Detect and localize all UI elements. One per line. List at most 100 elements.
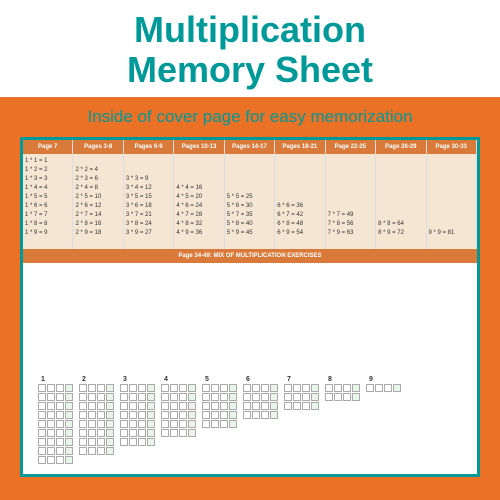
multiplication-fact: 2 * 2 = 4 <box>75 166 120 175</box>
grid-box <box>38 402 46 410</box>
grid-box <box>97 384 105 392</box>
column-body: 8 * 8 = 648 * 9 = 72 <box>376 154 425 249</box>
multiplication-fact: 3 * 5 = 15 <box>126 193 171 202</box>
grid-box <box>79 429 87 437</box>
grid-box <box>97 447 105 455</box>
staircase-label: 8 <box>325 376 335 383</box>
grid-staircase: 123456789 <box>38 376 462 464</box>
grid-box <box>120 402 128 410</box>
box-group <box>120 393 155 401</box>
multiplication-fact <box>176 166 221 175</box>
multiplication-fact: 6 * 9 = 54 <box>277 229 322 238</box>
column-body: 2 * 2 = 42 * 3 = 62 * 4 = 82 * 5 = 102 *… <box>73 154 122 249</box>
staircase-column: 2 <box>79 376 117 455</box>
grid-box <box>147 384 155 392</box>
box-group <box>38 384 73 392</box>
staircase-column: 4 <box>161 376 199 437</box>
multiplication-fact: 1 * 4 = 4 <box>25 184 70 193</box>
grid-box <box>170 429 178 437</box>
box-group <box>38 429 73 437</box>
grid-box <box>38 447 46 455</box>
multiplication-fact: 6 * 8 = 48 <box>277 220 322 229</box>
grid-box <box>188 384 196 392</box>
multiplication-fact: 3 * 6 = 18 <box>126 202 171 211</box>
multiplication-fact <box>378 157 423 166</box>
multiplication-fact: 5 * 5 = 25 <box>227 193 272 202</box>
grid-box <box>38 420 46 428</box>
multiplication-fact <box>126 157 171 166</box>
grid-box <box>261 384 269 392</box>
grid-box <box>138 411 146 419</box>
staircase-label: 4 <box>161 376 171 383</box>
grid-box <box>56 456 64 464</box>
multiplication-fact <box>176 175 221 184</box>
grid-box <box>120 384 128 392</box>
multiplication-fact <box>277 175 322 184</box>
staircase-column: 7 <box>284 376 322 410</box>
grid-box <box>161 429 169 437</box>
multiplication-fact: 3 * 8 = 24 <box>126 220 171 229</box>
box-group <box>38 393 73 401</box>
multiplication-fact <box>378 211 423 220</box>
grid-box <box>211 384 219 392</box>
box-group <box>325 384 360 392</box>
grid-box <box>366 384 374 392</box>
multiplication-fact: 2 * 9 = 18 <box>75 229 120 238</box>
grid-box <box>88 429 96 437</box>
column-header: Page 30-33 <box>427 140 476 154</box>
grid-box <box>220 402 228 410</box>
grid-box <box>129 402 137 410</box>
grid-box <box>47 456 55 464</box>
grid-box <box>56 420 64 428</box>
grid-box <box>325 393 333 401</box>
grid-box <box>252 393 260 401</box>
grid-box <box>161 402 169 410</box>
box-group <box>284 393 319 401</box>
grid-box <box>334 393 342 401</box>
grid-box <box>56 429 64 437</box>
multiplication-fact: 2 * 8 = 16 <box>75 220 120 229</box>
multiplication-fact <box>126 166 171 175</box>
grid-box <box>97 429 105 437</box>
multiplication-fact <box>328 193 373 202</box>
multiplication-fact: 3 * 4 = 12 <box>126 184 171 193</box>
box-group <box>120 384 155 392</box>
mult-column: Page 71 * 1 = 11 * 2 = 21 * 3 = 31 * 4 =… <box>23 140 73 249</box>
multiplication-fact <box>277 184 322 193</box>
box-group <box>202 393 237 401</box>
multiplication-fact <box>429 166 474 175</box>
multiplication-fact: 7 * 7 = 49 <box>328 211 373 220</box>
staircase-column: 5 <box>202 376 240 428</box>
box-group <box>38 411 73 419</box>
grid-box <box>261 393 269 401</box>
multiplication-fact: 2 * 3 = 6 <box>75 175 120 184</box>
grid-box <box>393 384 401 392</box>
mult-column: Pages 14-17 5 * 5 = 255 * 6 = 305 * 7 = … <box>225 140 275 249</box>
multiplication-fact <box>227 184 272 193</box>
grid-box <box>97 438 105 446</box>
grid-box <box>79 384 87 392</box>
multiplication-fact <box>429 220 474 229</box>
multiplication-fact <box>429 157 474 166</box>
column-header: Page 7 <box>23 140 72 154</box>
multiplication-table: Page 71 * 1 = 11 * 2 = 21 * 3 = 31 * 4 =… <box>23 140 477 249</box>
grid-box <box>47 447 55 455</box>
multiplication-fact: 6 * 7 = 42 <box>277 211 322 220</box>
multiplication-fact: 1 * 1 = 1 <box>25 157 70 166</box>
box-group <box>161 411 196 419</box>
grid-box <box>138 402 146 410</box>
grid-box <box>97 402 105 410</box>
multiplication-fact: 1 * 7 = 7 <box>25 211 70 220</box>
grid-box <box>284 384 292 392</box>
mult-column: Page 22-25 7 * 7 = 497 * 8 = 567 * 9 = 6… <box>326 140 376 249</box>
grid-box <box>56 447 64 455</box>
staircase-label: 5 <box>202 376 212 383</box>
sheet-container: Page 71 * 1 = 11 * 2 = 21 * 3 = 31 * 4 =… <box>20 137 480 477</box>
multiplication-fact <box>378 166 423 175</box>
grid-box <box>302 402 310 410</box>
grid-box <box>106 438 114 446</box>
grid-box <box>188 429 196 437</box>
multiplication-fact: 1 * 3 = 3 <box>25 175 70 184</box>
box-group <box>79 402 114 410</box>
grid-box <box>302 393 310 401</box>
